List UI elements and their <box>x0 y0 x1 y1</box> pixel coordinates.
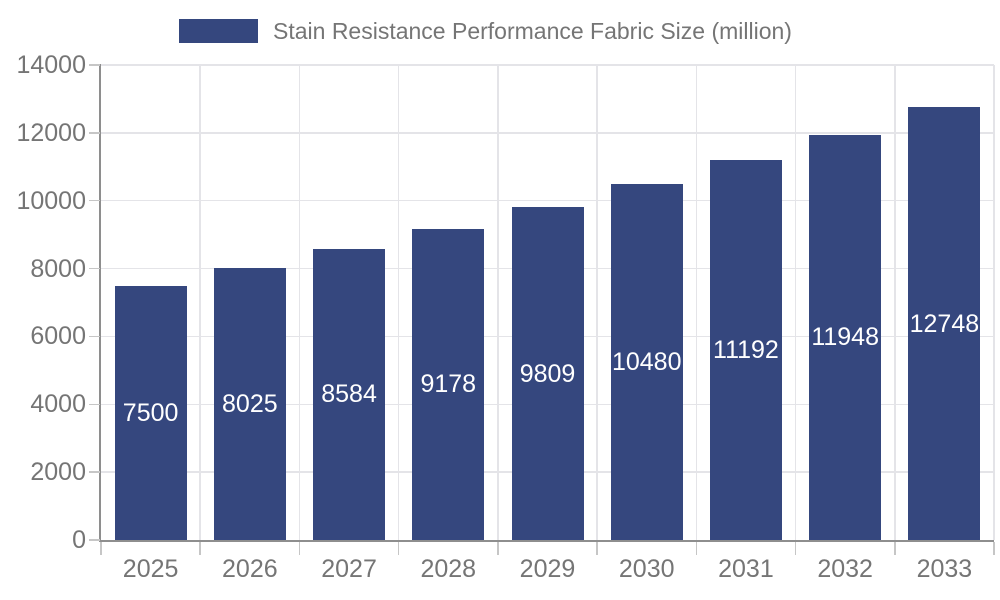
bar[interactable]: 10480 <box>610 184 683 540</box>
y-axis-tick <box>89 403 100 406</box>
bar-value-label: 10480 <box>611 348 682 377</box>
bar-value-label: 9178 <box>420 370 477 399</box>
y-axis-tick-label: 6000 <box>30 322 86 351</box>
y-axis-line <box>99 64 101 542</box>
x-axis-tick <box>894 542 896 555</box>
x-axis-tick-label: 2031 <box>718 555 774 583</box>
y-axis-tick <box>89 64 100 66</box>
bar-value-label: 7500 <box>122 398 179 427</box>
x-axis-tick <box>794 542 797 555</box>
y-axis-tick <box>89 335 100 338</box>
bar-value-label: 11192 <box>713 336 779 365</box>
y-axis-tick-label: 4000 <box>30 390 86 419</box>
y-axis-tick <box>89 267 100 270</box>
gridline-vertical <box>497 65 499 540</box>
x-axis-tick-label: 2025 <box>122 555 179 583</box>
x-axis-tick-label: 2028 <box>420 555 477 583</box>
x-axis-tick-label: 2029 <box>519 555 576 583</box>
bar[interactable]: 9809 <box>511 207 584 540</box>
legend-label[interactable]: Stain Resistance Performance Fabric Size… <box>273 18 792 44</box>
y-axis-tick <box>89 132 100 134</box>
bar[interactable]: 8025 <box>213 267 286 540</box>
x-axis-line <box>99 540 994 542</box>
y-axis-tick-label: 0 <box>72 526 86 554</box>
x-axis-tick <box>695 542 698 555</box>
y-axis-tick-label: 12000 <box>16 118 86 147</box>
bar-value-label: 11948 <box>811 323 879 352</box>
gridline-horizontal <box>101 132 994 134</box>
y-axis-tick <box>89 199 100 202</box>
x-axis-tick <box>993 542 995 555</box>
x-axis-tick <box>497 542 499 555</box>
y-axis-tick <box>89 471 100 473</box>
y-axis-tick-label: 8000 <box>30 254 86 283</box>
bar[interactable]: 7500 <box>114 285 187 540</box>
legend-swatch[interactable] <box>179 19 258 43</box>
bar-value-label: 8025 <box>222 389 278 418</box>
x-axis-tick <box>596 542 598 555</box>
gridline-vertical <box>596 65 598 540</box>
gridline-vertical <box>199 65 201 540</box>
x-axis-tick-label: 2030 <box>618 555 675 583</box>
y-axis-tick <box>89 539 100 541</box>
bar-value-label: 9809 <box>519 359 576 388</box>
bar[interactable]: 11192 <box>709 160 782 540</box>
gridline-vertical <box>397 65 400 540</box>
gridline-vertical <box>993 65 995 540</box>
gridline-horizontal <box>101 199 994 202</box>
bar[interactable]: 12748 <box>908 107 981 540</box>
y-axis-tick-label: 2000 <box>30 458 86 487</box>
bar[interactable]: 11948 <box>809 134 882 540</box>
x-axis-tick-label: 2027 <box>321 555 377 583</box>
x-axis-tick <box>298 542 301 555</box>
x-axis-tick-label: 2026 <box>222 555 278 583</box>
gridline-vertical <box>894 65 896 540</box>
x-axis-tick <box>100 542 102 555</box>
gridline-vertical <box>794 65 797 540</box>
bar[interactable]: 8584 <box>313 248 386 540</box>
x-axis-tick-label: 2033 <box>916 555 973 583</box>
plot-area: 7500 8025 8584 9178 9809 10480 11192 11948 12748 <box>101 64 995 540</box>
gridline-horizontal <box>101 64 994 66</box>
x-axis-tick <box>397 542 400 555</box>
bar-value-label: 12748 <box>909 309 980 338</box>
gridline-vertical <box>298 65 301 540</box>
x-axis-tick-label: 2032 <box>817 555 873 583</box>
x-axis-tick <box>199 542 201 555</box>
y-axis-tick-label: 10000 <box>16 186 86 215</box>
gridline-vertical <box>695 65 698 540</box>
bar[interactable]: 9178 <box>412 228 485 540</box>
y-axis-tick-label: 14000 <box>16 51 86 79</box>
bar-value-label: 8584 <box>321 380 377 409</box>
